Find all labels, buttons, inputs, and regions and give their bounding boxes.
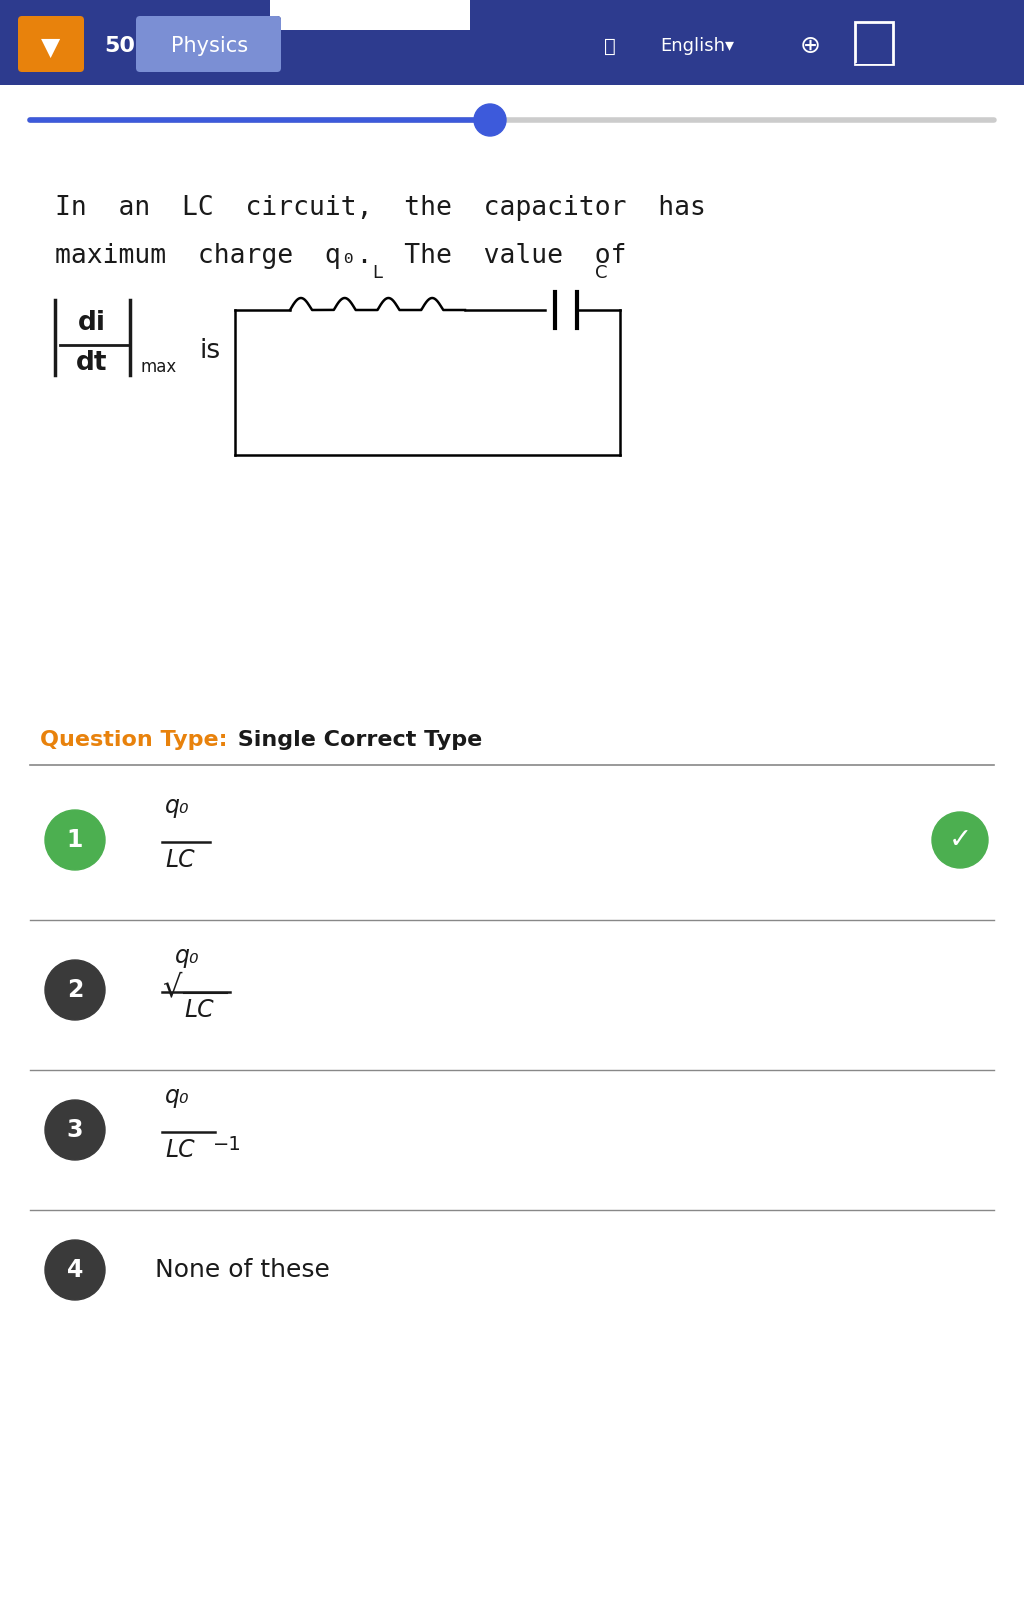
- Text: −1: −1: [213, 1135, 242, 1154]
- Text: maximum  charge  q₀.  The  value  of: maximum charge q₀. The value of: [55, 243, 627, 269]
- Text: 3: 3: [67, 1119, 83, 1141]
- Text: ▼: ▼: [41, 36, 60, 60]
- Polygon shape: [855, 52, 893, 65]
- Text: is: is: [200, 338, 221, 364]
- Text: 4: 4: [67, 1258, 83, 1282]
- Text: English▾: English▾: [660, 37, 734, 55]
- Text: q₀: q₀: [175, 944, 200, 968]
- Text: max: max: [140, 358, 176, 376]
- Text: 🌐: 🌐: [604, 37, 615, 55]
- Text: dt: dt: [76, 350, 108, 376]
- Text: In  an  LC  circuit,  the  capacitor  has: In an LC circuit, the capacitor has: [55, 194, 706, 222]
- Text: q₀: q₀: [165, 1085, 189, 1107]
- Bar: [270, 0, 470, 31]
- Text: √: √: [162, 973, 181, 1002]
- Text: 50: 50: [104, 36, 135, 57]
- Text: L: L: [373, 264, 383, 282]
- Text: q₀: q₀: [165, 793, 189, 818]
- Text: ⊕: ⊕: [800, 34, 820, 58]
- FancyBboxPatch shape: [136, 16, 281, 71]
- Bar: [0, 0, 1024, 86]
- Text: di: di: [78, 309, 106, 337]
- Text: Physics: Physics: [171, 36, 249, 57]
- FancyBboxPatch shape: [88, 16, 281, 71]
- Text: 1: 1: [67, 827, 83, 852]
- Text: Single Correct Type: Single Correct Type: [230, 730, 482, 750]
- Text: ✓: ✓: [948, 826, 972, 853]
- Text: None of these: None of these: [155, 1258, 330, 1282]
- Circle shape: [45, 1240, 105, 1300]
- Circle shape: [474, 104, 506, 136]
- Circle shape: [45, 1099, 105, 1159]
- Text: C: C: [595, 264, 607, 282]
- Text: LC: LC: [165, 1138, 195, 1162]
- Text: Question Type:: Question Type:: [40, 730, 227, 750]
- Circle shape: [932, 813, 988, 868]
- Text: 2: 2: [67, 978, 83, 1002]
- Circle shape: [45, 810, 105, 869]
- Text: LC: LC: [184, 997, 214, 1022]
- Circle shape: [45, 960, 105, 1020]
- Text: LC: LC: [165, 848, 195, 873]
- FancyBboxPatch shape: [18, 16, 84, 71]
